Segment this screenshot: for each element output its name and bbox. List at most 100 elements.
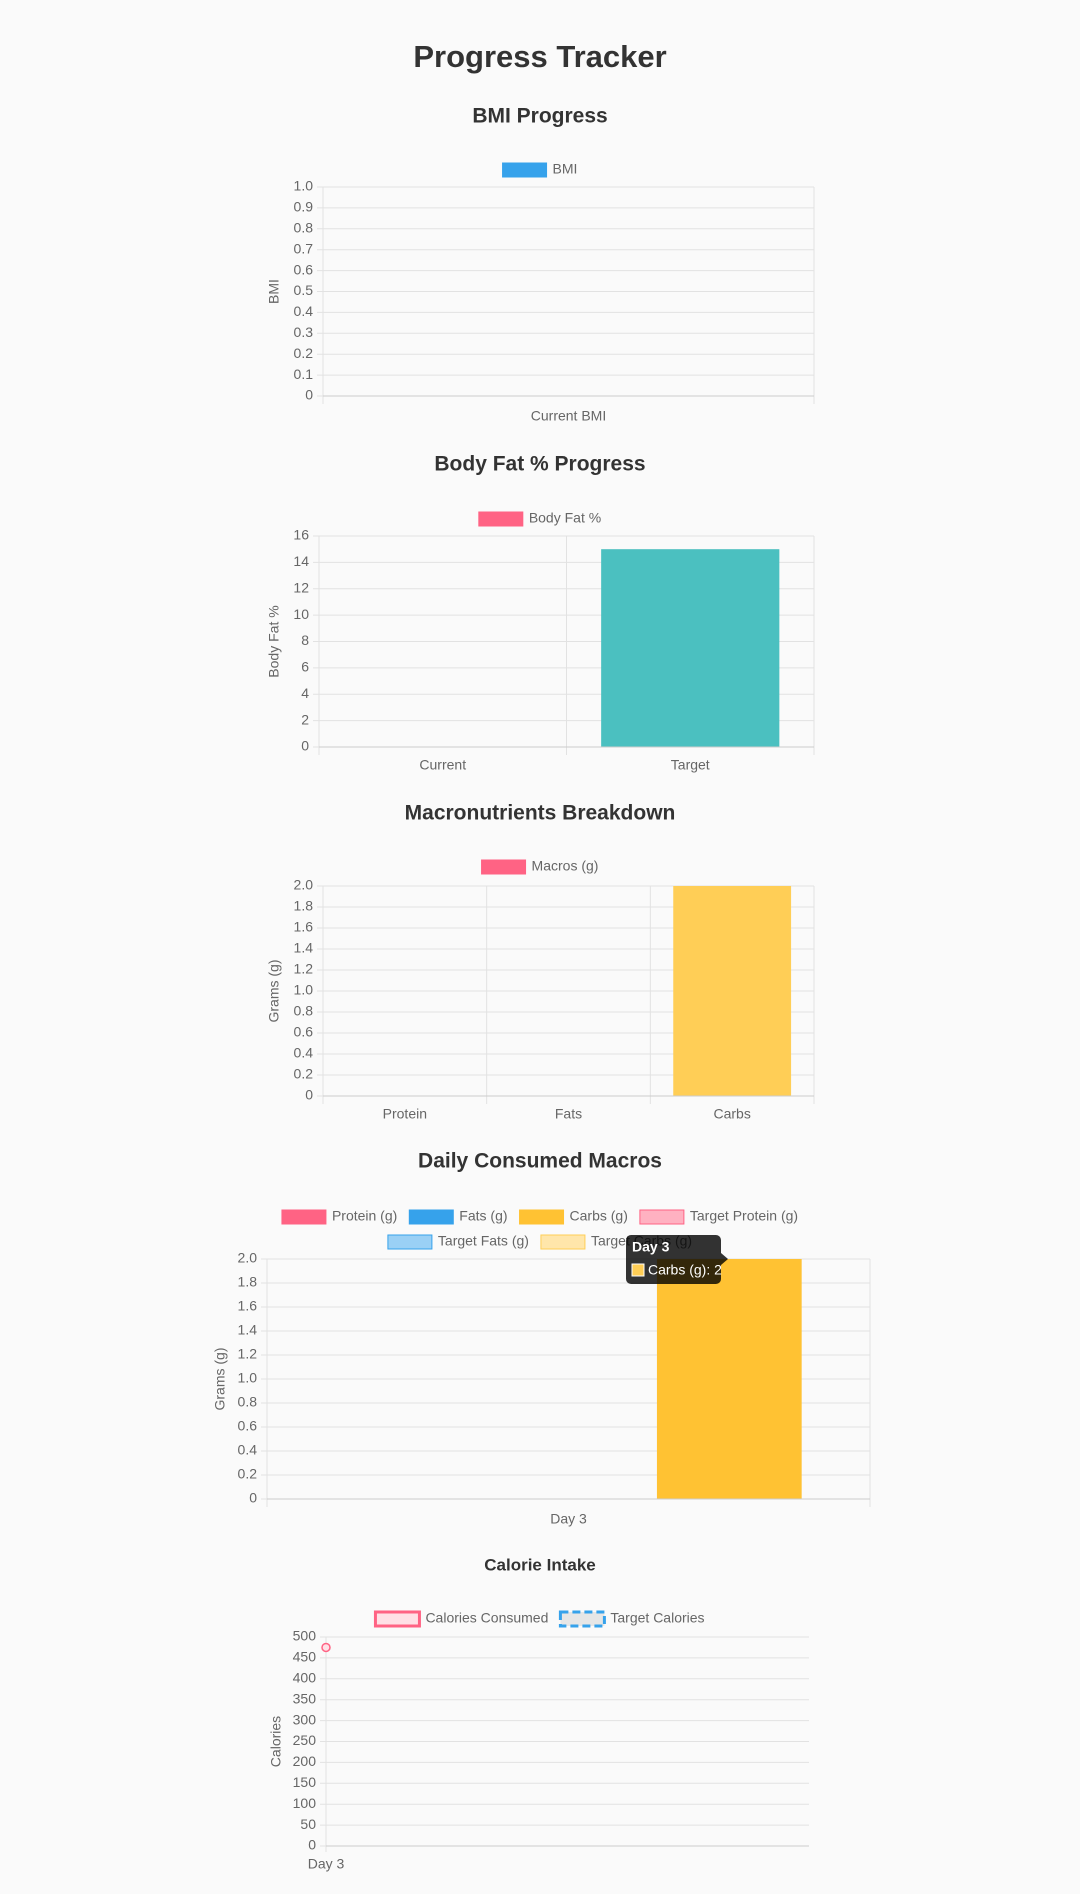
x-tick-label: Current BMI	[531, 408, 606, 424]
y-tick-label: 0.8	[238, 1394, 258, 1410]
point	[321, 1642, 331, 1653]
bar	[601, 549, 780, 747]
y-tick-label: 1.4	[238, 1322, 258, 1338]
legend-label: Carbs (g)	[570, 1208, 628, 1224]
y-axis-title: BMI	[266, 279, 282, 304]
y-tick-label: 0.4	[294, 303, 314, 319]
bar	[673, 886, 792, 1096]
y-tick-label: 1.2	[294, 961, 314, 977]
y-tick-label: 0.9	[294, 199, 314, 215]
y-tick-label: 0	[308, 1837, 316, 1853]
y-tick-label: 200	[293, 1753, 317, 1769]
y-tick-label: 450	[293, 1649, 317, 1665]
x-tick-label: Day 3	[550, 1511, 587, 1527]
y-tick-label: 0.2	[294, 345, 314, 361]
tooltip: Day 3 Carbs (g): 2	[626, 1235, 728, 1284]
y-tick-label: 16	[293, 527, 309, 543]
legend-label: Target Calories	[610, 1610, 704, 1626]
y-tick-label: 300	[293, 1711, 317, 1727]
y-axis-title: Calories	[268, 1716, 284, 1767]
chart-title: Macronutrients Breakdown	[405, 802, 676, 825]
y-axis-title: Grams (g)	[212, 1348, 228, 1411]
y-tick-label: 0.4	[294, 1045, 314, 1061]
y-tick-label: 0	[301, 738, 309, 754]
tooltip-swatch	[631, 1263, 645, 1277]
y-tick-label: 0.6	[294, 261, 314, 277]
page-title: Progress Tracker	[413, 39, 666, 74]
y-tick-label: 0.8	[294, 220, 314, 236]
tooltip-label: Carbs (g): 2	[648, 1262, 722, 1278]
x-tick-label: Day 3	[308, 1856, 345, 1872]
y-tick-label: 1.6	[294, 919, 314, 935]
y-tick-label: 0.1	[294, 366, 314, 382]
legend-swatch	[502, 162, 548, 178]
legend-swatch	[387, 1234, 433, 1250]
y-tick-label: 1.2	[238, 1346, 258, 1362]
y-tick-label: 4	[301, 685, 309, 701]
y-tick-label: 500	[293, 1628, 317, 1644]
chart-title: Calorie Intake	[484, 1555, 596, 1574]
legend-label: Macros (g)	[532, 858, 599, 874]
legend-label: Calories Consumed	[425, 1610, 548, 1626]
y-tick-label: 0.7	[294, 240, 314, 256]
y-tick-label: 1.0	[294, 178, 314, 194]
y-tick-label: 250	[293, 1732, 317, 1748]
y-tick-label: 14	[293, 553, 309, 569]
tooltip-box	[626, 1235, 721, 1284]
y-tick-label: 0	[305, 387, 313, 403]
tooltip-title: Day 3	[632, 1239, 670, 1255]
legend-swatch	[478, 511, 524, 527]
tooltip-caret	[721, 1253, 728, 1265]
x-tick-label: Current	[419, 757, 466, 773]
legend-swatch	[281, 1209, 327, 1225]
y-tick-label: 0.4	[238, 1442, 258, 1458]
chart-title: Body Fat % Progress	[434, 453, 645, 476]
legend-swatch	[540, 1234, 586, 1250]
y-tick-label: 0.6	[238, 1418, 258, 1434]
y-tick-label: 2.0	[238, 1250, 258, 1266]
legend-label: BMI	[553, 161, 578, 177]
y-tick-label: 0.2	[238, 1466, 258, 1482]
y-tick-label: 12	[293, 579, 309, 595]
x-tick-label: Fats	[555, 1106, 582, 1122]
y-tick-label: 1.4	[294, 940, 314, 956]
y-tick-label: 350	[293, 1690, 317, 1706]
y-tick-label: 1.8	[238, 1274, 258, 1290]
y-tick-label: 0.3	[294, 324, 314, 340]
x-tick-label: Target	[671, 757, 710, 773]
y-tick-label: 100	[293, 1795, 317, 1811]
legend-swatch	[408, 1209, 454, 1225]
legend-label: Body Fat %	[529, 510, 601, 526]
y-tick-label: 0	[249, 1490, 257, 1506]
chart-title: BMI Progress	[472, 105, 607, 128]
legend-label: Protein (g)	[332, 1208, 397, 1224]
y-tick-label: 1.8	[294, 898, 314, 914]
legend-swatch	[373, 1610, 421, 1628]
y-axis-title: Body Fat %	[266, 605, 282, 677]
y-tick-label: 0.2	[294, 1066, 314, 1082]
y-tick-label: 1.0	[294, 982, 314, 998]
bar	[656, 1259, 802, 1499]
y-tick-label: 8	[301, 632, 309, 648]
y-tick-label: 50	[300, 1816, 316, 1832]
y-tick-label: 6	[301, 659, 309, 675]
legend-swatch	[558, 1610, 606, 1628]
legend-swatch	[519, 1209, 565, 1225]
legend-label: Target Fats (g)	[438, 1233, 529, 1249]
y-tick-label: 10	[293, 606, 309, 622]
y-tick-label: 1.0	[238, 1370, 258, 1386]
y-tick-label: 1.6	[238, 1298, 258, 1314]
x-tick-label: Carbs	[713, 1106, 750, 1122]
y-tick-label: 2	[301, 711, 309, 727]
y-tick-label: 0	[305, 1087, 313, 1103]
y-tick-label: 2.0	[294, 877, 314, 893]
y-tick-label: 0.6	[294, 1024, 314, 1040]
legend-label: Target Protein (g)	[690, 1208, 798, 1224]
x-tick-label: Protein	[383, 1106, 427, 1122]
y-axis-title: Grams (g)	[266, 960, 282, 1023]
legend-swatch	[639, 1209, 685, 1225]
y-tick-label: 0.5	[294, 282, 314, 298]
legend-label: Fats (g)	[459, 1208, 507, 1224]
legend-swatch	[481, 859, 527, 875]
